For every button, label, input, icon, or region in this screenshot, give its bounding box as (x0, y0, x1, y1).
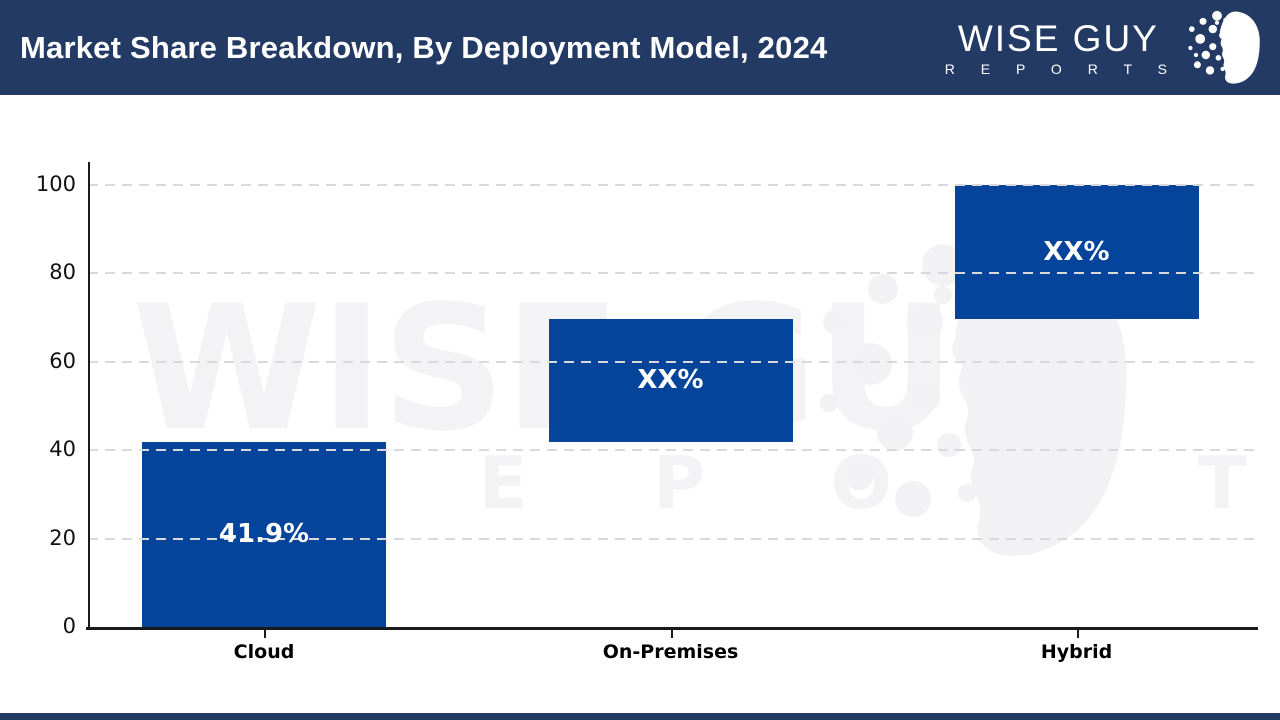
y-tick-label: 60 (49, 348, 76, 373)
gridline-60 (88, 360, 1258, 363)
gridline-20 (88, 537, 1258, 540)
bar-value-label: XX% (637, 365, 704, 396)
bar-value-label: 41.9% (218, 519, 310, 550)
logo-wordmark: WISE GUY R E P O R T S (939, 20, 1178, 76)
watermark-subtext: R E P O R T S (298, 441, 1280, 525)
y-tick-label: 100 (35, 172, 76, 196)
x-category-label-hybrid: Hybrid (1040, 641, 1113, 663)
x-tick-mark (1076, 630, 1079, 638)
logo-line2: R E P O R T S (944, 60, 1178, 77)
x-category-label-cloud: Cloud (233, 641, 295, 663)
x-category-label-on-premises: On-Premises (602, 641, 739, 663)
y-tick-label: 0 (62, 614, 76, 638)
header-bar: Market Share Breakdown, By Deployment Mo… (0, 0, 1280, 95)
footer-bar (0, 713, 1280, 720)
gridline-80 (88, 272, 1258, 275)
wiseguy-logo: WISE GUY R E P O R T S (939, 6, 1266, 90)
gridline-100 (88, 184, 1258, 186)
bar-value-label: XX% (1043, 236, 1110, 267)
chart-area: WISE GUY R E P O R T S 41.9%XX%XX%020406… (0, 95, 1280, 713)
gridline-40 (88, 449, 1258, 452)
chart-title: Market Share Breakdown, By Deployment Mo… (20, 29, 828, 65)
x-tick-mark (264, 630, 266, 638)
y-axis-line (88, 162, 90, 630)
bar-cloud (142, 441, 386, 627)
logo-line1: WISE GUY (957, 17, 1159, 59)
y-tick-label: 40 (49, 437, 76, 462)
bar-on-premises (548, 318, 793, 442)
logo-face-icon (1188, 10, 1260, 84)
x-tick-mark (670, 630, 673, 638)
y-tick-label: 80 (49, 260, 76, 285)
y-tick-label: 20 (49, 525, 76, 550)
x-axis-line (86, 627, 1258, 630)
